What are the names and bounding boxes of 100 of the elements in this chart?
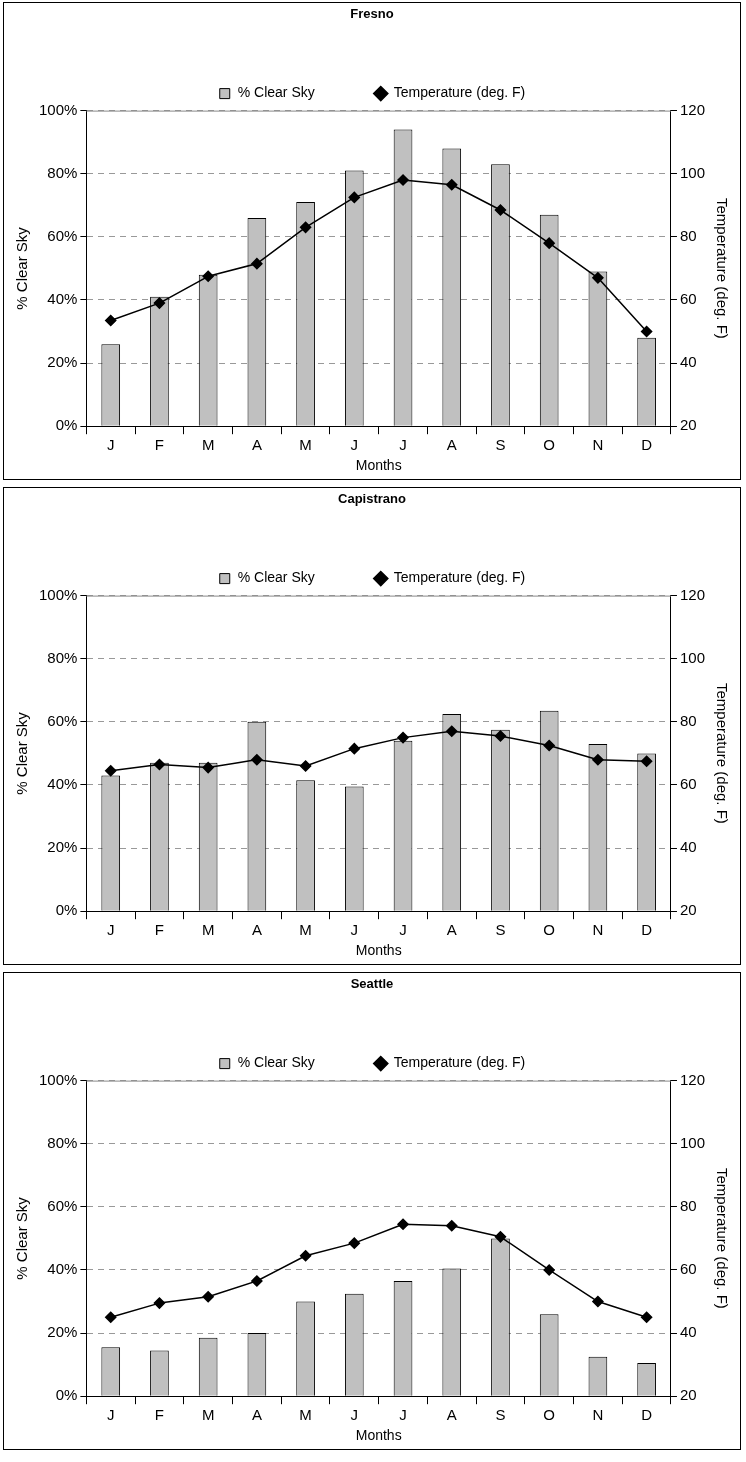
point: [202, 761, 214, 774]
y-tick-label: 20%: [47, 353, 78, 371]
x-tick-label: J: [399, 921, 407, 939]
x-tick-label: F: [154, 921, 165, 939]
x-tick-label: D: [641, 436, 653, 454]
point: [494, 204, 507, 216]
x-tick-label: J: [399, 436, 407, 454]
point: [104, 314, 117, 327]
point: [299, 221, 312, 234]
x-tick-label: M: [299, 436, 312, 454]
point: [592, 1295, 604, 1308]
y2-tick-label: 20: [679, 1386, 697, 1404]
point: [202, 1291, 214, 1303]
legend-label: Temperature (deg. F): [393, 1054, 526, 1071]
x-tick-label: D: [641, 1406, 653, 1424]
legend-label: % Clear Sky: [237, 1054, 315, 1071]
x-axis-title: Months: [355, 457, 402, 474]
point: [592, 753, 604, 766]
point: [397, 174, 409, 186]
y2-tick-label: 80: [679, 711, 697, 729]
y-tick-label: 60%: [47, 226, 78, 244]
y-tick-label: 0%: [55, 416, 78, 434]
y2-tick-label: 40: [679, 1323, 697, 1341]
point: [494, 1231, 507, 1243]
x-tick-label: M: [201, 921, 215, 939]
y-tick-label: 20%: [47, 1323, 78, 1341]
y-tick-label: 40%: [47, 1260, 78, 1278]
y-tick-label: 20%: [47, 838, 78, 856]
point: [348, 191, 361, 204]
chart-title: Fresno: [350, 6, 394, 22]
x-axis-title: Months: [355, 1427, 402, 1444]
y2-tick-label: 120: [679, 100, 705, 118]
y-tick-label: 0%: [55, 1386, 78, 1404]
y2-tick-label: 100: [679, 1133, 705, 1151]
x-tick-label: A: [446, 436, 457, 454]
y-tick-label: 60%: [47, 1196, 78, 1214]
y-tick-label: 100%: [38, 100, 78, 118]
y2-tick-label: 20: [679, 901, 697, 919]
x-tick-label: M: [299, 921, 312, 939]
legend-label: Temperature (deg. F): [393, 84, 526, 101]
x-tick-label: O: [543, 1406, 556, 1424]
y2-tick-label: 60: [679, 290, 697, 308]
point: [299, 760, 312, 772]
x-tick-label: S: [495, 436, 506, 454]
y2-tick-label: 60: [679, 775, 697, 793]
chart-title: Seattle: [350, 976, 394, 992]
y2-axis-title: Temperature (deg. F): [713, 682, 731, 824]
point: [640, 325, 653, 338]
point: [251, 753, 263, 766]
x-tick-label: F: [154, 1406, 165, 1424]
x-tick-label: O: [543, 436, 556, 454]
point: [640, 1311, 653, 1324]
x-tick-label: M: [299, 1406, 312, 1424]
x-tick-label: N: [592, 1406, 604, 1424]
point: [153, 1297, 166, 1309]
legend-label: % Clear Sky: [237, 569, 315, 586]
y-tick-label: 80%: [47, 1133, 78, 1151]
y2-axis-title: Temperature (deg. F): [713, 1167, 731, 1309]
y2-axis-title: Temperature (deg. F): [713, 197, 731, 339]
x-axis-title: Months: [355, 942, 402, 959]
point: [640, 755, 653, 768]
x-tick-label: A: [251, 1406, 262, 1424]
legend-label: Temperature (deg. F): [393, 569, 526, 586]
point: [592, 272, 604, 284]
y2-tick-label: 40: [679, 353, 697, 371]
y2-tick-label: 40: [679, 838, 697, 856]
x-tick-label: S: [495, 1406, 506, 1424]
point: [397, 731, 409, 744]
y-axis-title: % Clear Sky: [13, 226, 31, 310]
y-tick-label: 40%: [47, 290, 78, 308]
point: [104, 1311, 117, 1324]
y-tick-label: 0%: [55, 901, 78, 919]
x-tick-label: D: [641, 921, 653, 939]
y2-tick-label: 120: [679, 585, 705, 603]
point: [543, 1264, 555, 1276]
x-tick-label: J: [350, 1406, 359, 1424]
x-tick-label: N: [592, 921, 604, 939]
point: [251, 1275, 263, 1287]
x-tick-label: O: [543, 921, 556, 939]
x-tick-label: A: [251, 921, 262, 939]
point: [397, 1218, 409, 1230]
point: [348, 1237, 361, 1249]
y-axis-title: % Clear Sky: [13, 711, 31, 795]
x-tick-label: A: [251, 436, 262, 454]
point: [153, 297, 166, 309]
chart-title: Capistrano: [338, 491, 407, 507]
point: [494, 730, 507, 742]
x-tick-label: F: [154, 436, 165, 454]
x-tick-label: A: [446, 921, 457, 939]
point: [202, 270, 214, 283]
y-tick-label: 100%: [38, 585, 78, 603]
point: [104, 765, 117, 777]
y2-tick-label: 80: [679, 1196, 697, 1214]
x-tick-label: M: [201, 1406, 215, 1424]
y2-tick-label: 120: [679, 1070, 705, 1088]
x-tick-label: J: [350, 436, 359, 454]
point: [446, 725, 458, 738]
point: [543, 739, 555, 752]
x-tick-label: M: [201, 436, 215, 454]
y-tick-label: 80%: [47, 648, 78, 666]
